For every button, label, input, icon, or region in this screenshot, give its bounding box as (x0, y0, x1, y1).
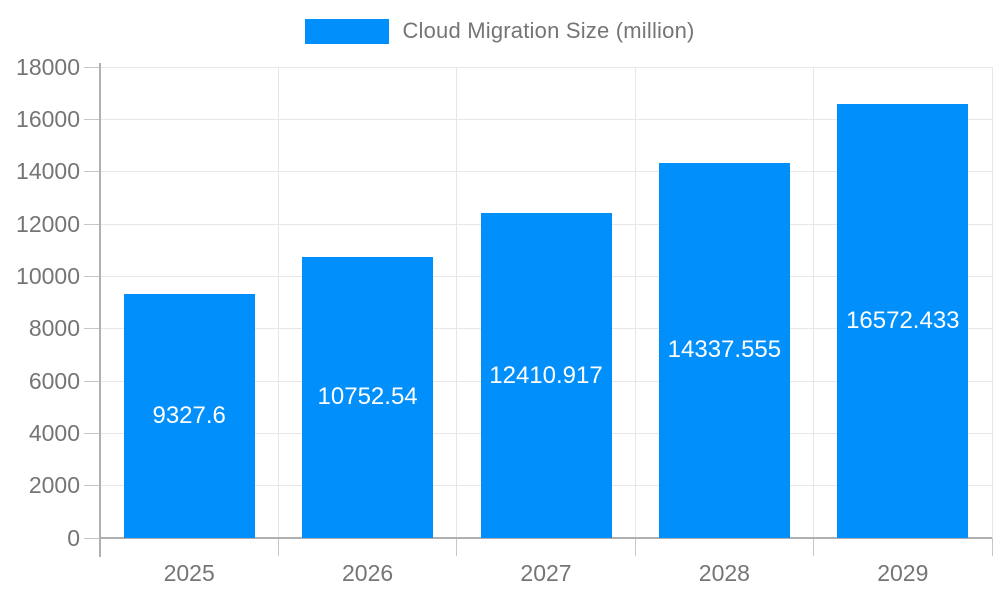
y-axis-label: 6000 (28, 367, 80, 394)
x-axis-label: 2028 (698, 560, 750, 586)
y-axis-tick (84, 171, 100, 173)
x-axis-tick (277, 538, 279, 556)
x-axis-line (99, 537, 992, 539)
y-axis-label: 0 (67, 524, 80, 551)
gridline-horizontal (100, 118, 992, 120)
y-axis-label: 10000 (16, 262, 80, 289)
x-axis-tick (634, 538, 636, 556)
bar (480, 213, 612, 538)
gridline-horizontal (100, 66, 992, 68)
bar-value-label: 14337.555 (667, 336, 782, 364)
y-axis-tick (84, 380, 100, 382)
y-axis-tick (84, 485, 100, 487)
y-axis-label: 14000 (16, 158, 80, 185)
y-axis-tick (84, 118, 100, 120)
x-axis-label: 2027 (520, 560, 572, 586)
x-axis-tick (456, 538, 458, 556)
bar (658, 162, 790, 538)
gridline-vertical (456, 67, 458, 538)
y-axis-label: 4000 (28, 419, 80, 446)
legend-item[interactable]: Cloud Migration Size (million) (0, 18, 1000, 44)
y-axis-label: 12000 (16, 210, 80, 237)
y-axis-tick (84, 537, 100, 539)
x-axis-tick (991, 538, 993, 556)
legend-label: Cloud Migration Size (million) (402, 18, 695, 43)
gridline-vertical (991, 67, 993, 538)
x-axis-label: 2025 (163, 560, 215, 586)
y-axis-tick (84, 275, 100, 277)
bar (837, 104, 969, 538)
bar (123, 293, 255, 538)
x-axis-label: 2029 (877, 560, 929, 586)
bar-value-label: 12410.917 (489, 361, 603, 389)
y-axis-label: 18000 (16, 53, 80, 80)
x-axis-tick (813, 538, 815, 556)
y-axis-label: 8000 (28, 315, 80, 342)
bar-value-label: 10752.54 (317, 383, 418, 411)
y-axis-tick (84, 328, 100, 330)
gridline-horizontal (100, 171, 992, 173)
y-axis-label: 2000 (28, 472, 80, 499)
y-axis-tick (84, 66, 100, 68)
x-axis-label: 2026 (342, 560, 394, 586)
legend-swatch (305, 18, 390, 44)
bar (302, 256, 434, 538)
y-axis-label: 16000 (16, 105, 80, 132)
bar-value-label: 16572.433 (846, 307, 960, 335)
y-axis-line (99, 63, 101, 557)
gridline-vertical (813, 67, 815, 538)
y-axis-tick (84, 432, 100, 434)
gridline-vertical (634, 67, 636, 538)
bar-value-label: 9327.6 (152, 401, 226, 429)
y-axis-tick (84, 223, 100, 225)
gridline-vertical (277, 67, 279, 538)
